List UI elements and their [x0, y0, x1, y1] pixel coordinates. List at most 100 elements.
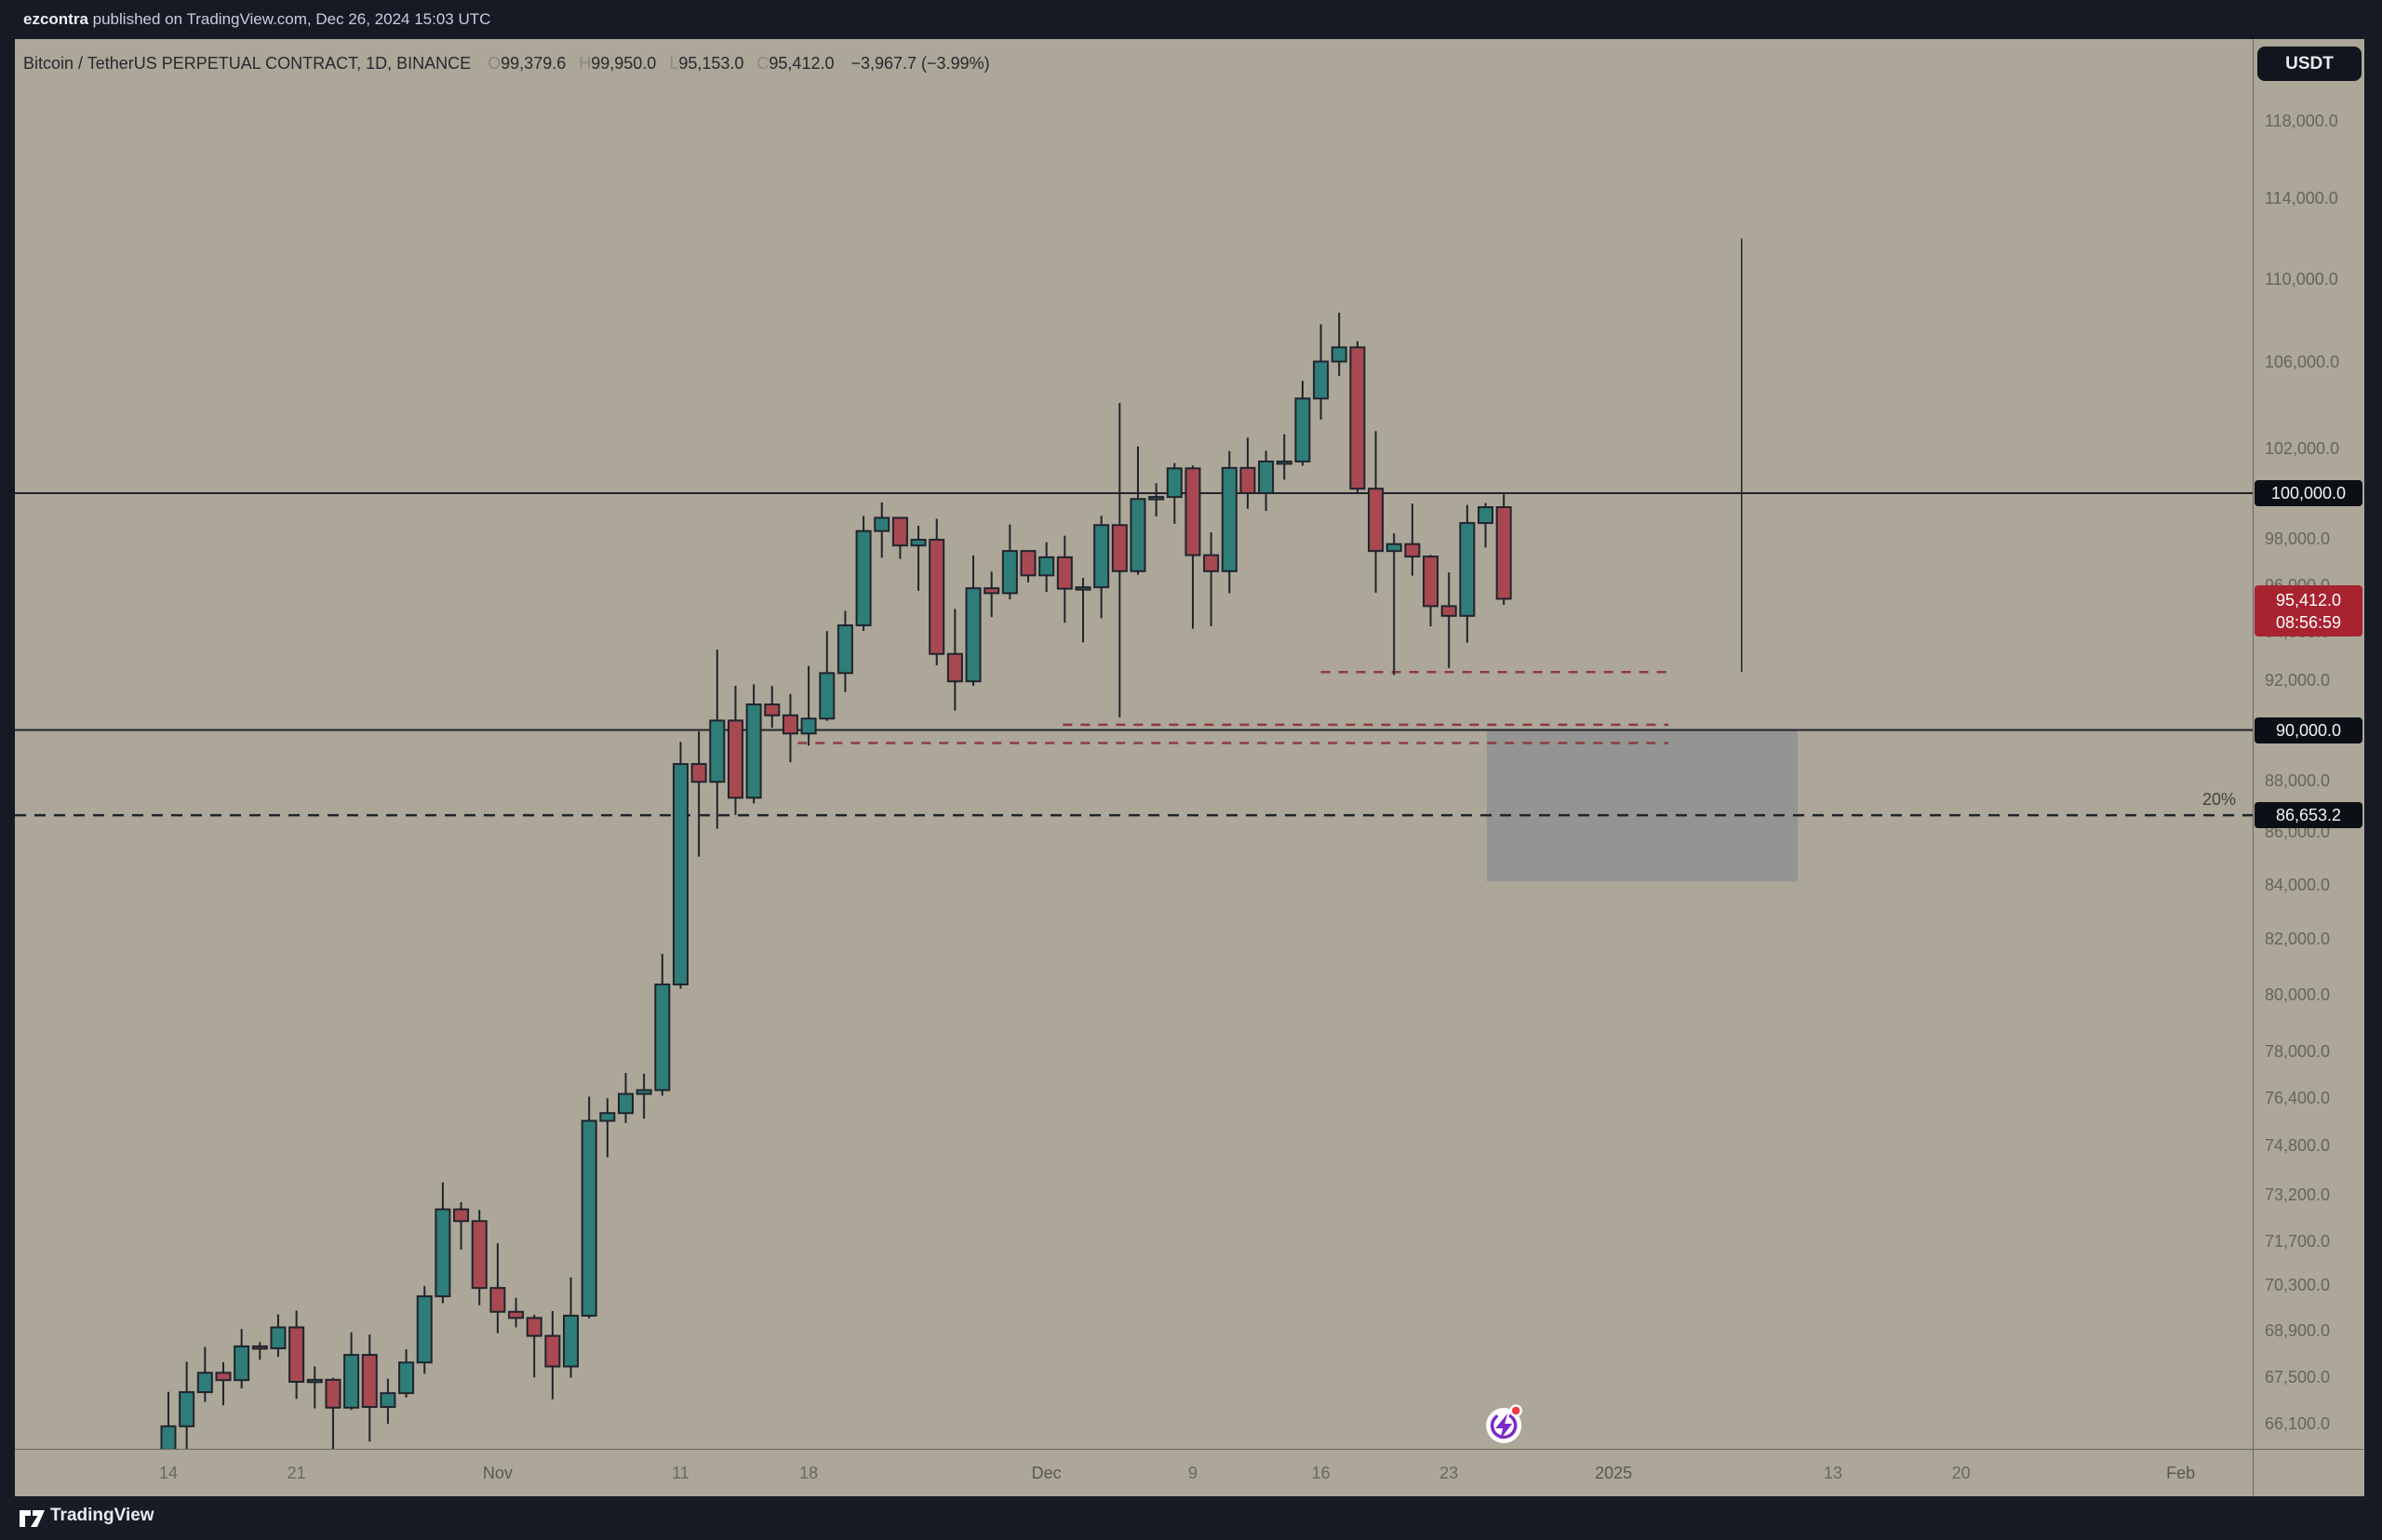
candle-body-up — [599, 1112, 616, 1122]
candle-body-up — [1130, 498, 1146, 572]
measure-percent-label: 20% — [2201, 790, 2236, 810]
price-tick: 106,000.0 — [2265, 353, 2340, 372]
symbol-header: Bitcoin / TetherUS PERPETUAL CONTRACT, 1… — [23, 51, 990, 75]
candle-body-down — [361, 1354, 378, 1409]
candle-body-up — [836, 624, 853, 675]
candle-body-up — [435, 1208, 451, 1298]
candle-body-down — [1203, 554, 1220, 572]
candle-body-down — [727, 719, 743, 799]
last-price-value: 95,412.0 — [2275, 590, 2342, 609]
price-tick: 92,000.0 — [2265, 671, 2331, 690]
price-tick: 88,000.0 — [2265, 770, 2331, 790]
publish-bar: ezcontra published on TradingView.com, D… — [0, 0, 2382, 39]
candle-body-up — [709, 719, 726, 783]
candle-body-down — [1184, 467, 1201, 556]
candle-body-up — [745, 703, 762, 799]
candle-body-up — [343, 1354, 360, 1409]
candle-body-up — [1258, 460, 1275, 495]
time-tick: 11 — [672, 1464, 689, 1482]
candle-body-up — [270, 1326, 287, 1350]
candle-body-up — [234, 1345, 250, 1382]
candle-body-up — [179, 1391, 195, 1427]
price-axis[interactable]: 118,000.0 114,000.0 110,000.0 106,000.0 102,… — [2253, 39, 2364, 1496]
price-tick: 73,200.0 — [2265, 1185, 2331, 1204]
ohlc-item: O99,379.6 — [488, 53, 567, 73]
candle-body-down — [946, 652, 963, 683]
time-tick: 16 — [1311, 1464, 1331, 1482]
tradingview-logo-icon[interactable] — [19, 1507, 47, 1530]
time-tick: 20 — [1951, 1464, 1971, 1482]
candle-body-up — [160, 1425, 177, 1449]
price-tick: 118,000.0 — [2265, 112, 2338, 131]
price-tick: 66,100.0 — [2265, 1414, 2331, 1434]
time-tick: Dec — [1031, 1464, 1062, 1482]
price-tick: 82,000.0 — [2265, 930, 2331, 949]
time-tick: 18 — [799, 1464, 819, 1482]
lightning-bolt-icon — [1495, 1413, 1513, 1440]
candle-body-up — [1276, 460, 1292, 465]
currency-toggle-badge[interactable]: USDT — [2257, 47, 2362, 81]
price-tick: 74,800.0 — [2265, 1136, 2331, 1156]
candle-body-up — [1148, 496, 1165, 501]
candle-body-up — [1221, 466, 1238, 572]
ohlc-values: O99,379.6 H99,950.0 L95,153.0 C95,412.0 — [488, 54, 847, 74]
footer-bar: TradingView — [0, 1496, 2382, 1540]
price-tick: 110,000.0 — [2265, 269, 2338, 288]
price-tick: 114,000.0 — [2265, 189, 2338, 208]
ohlc-item: C95,412.0 — [756, 53, 835, 73]
time-tick: Nov — [482, 1464, 513, 1482]
candle-body-up — [800, 717, 817, 735]
time-axis[interactable]: 14 21 Nov 11 18 Dec 9 16 23 2025 13 20 Feb — [15, 1449, 2253, 1497]
candle-body-down — [288, 1326, 305, 1383]
candle-body-up — [819, 672, 836, 720]
price-tick: 84,000.0 — [2265, 876, 2331, 895]
chart-canvas[interactable] — [15, 39, 2253, 1449]
event-icon-ring — [1490, 1412, 1518, 1440]
price-tick: 68,900.0 — [2265, 1320, 2331, 1340]
candle-body-up — [563, 1314, 580, 1368]
candle-body-down — [215, 1372, 232, 1382]
candle-body-down — [526, 1317, 542, 1337]
ohlc-item: L95,153.0 — [669, 53, 744, 73]
ohlc-item: H99,950.0 — [579, 53, 657, 73]
axis-corner — [2253, 1449, 2363, 1450]
candle-body-up — [1075, 586, 1091, 591]
candle-body-up — [910, 539, 927, 547]
tradingview-wordmark[interactable]: TradingView — [50, 1506, 154, 1525]
candle-body-up — [1331, 346, 1347, 363]
candle-body-down — [1056, 556, 1073, 590]
candle-body-down — [1111, 524, 1128, 572]
candle-body-down — [891, 516, 908, 547]
time-tick: 21 — [287, 1464, 306, 1482]
candle-body-down — [251, 1345, 268, 1350]
price-level-badge: 86,653.2 — [2255, 802, 2362, 829]
candle-body-down — [1495, 506, 1512, 600]
time-tick: 9 — [1187, 1464, 1198, 1482]
candle-body-up — [965, 587, 982, 683]
price-tick: 98,000.0 — [2265, 529, 2331, 548]
time-tick: 23 — [1439, 1464, 1459, 1482]
time-tick: 13 — [1824, 1464, 1843, 1482]
candle-body-down — [929, 539, 945, 655]
candle-body-down — [508, 1310, 525, 1319]
candle-body-up — [855, 529, 872, 627]
candle-body-down — [325, 1378, 341, 1409]
candle-body-down — [764, 703, 781, 716]
candle-body-up — [1038, 556, 1055, 577]
candle-body-up — [1093, 524, 1110, 589]
candle-body-down — [984, 587, 1000, 595]
candle-body-down — [1440, 605, 1457, 617]
event-red-dot — [1509, 1404, 1522, 1417]
candle-body-up — [1385, 542, 1402, 553]
change-value: −3,967.7 (−3.99%) — [850, 53, 990, 73]
candle-body-up — [1166, 467, 1183, 499]
candle-body-down — [1239, 466, 1256, 494]
candle-body-up — [581, 1119, 597, 1317]
publish-info: published on TradingView.com, Dec 26, 20… — [87, 10, 491, 28]
candle-body-up — [1001, 550, 1018, 595]
candle-body-up — [398, 1361, 415, 1395]
candle-body-down — [1020, 550, 1037, 577]
time-tick: 2025 — [1595, 1464, 1633, 1482]
price-level-badge: 90,000.0 — [2255, 716, 2362, 743]
